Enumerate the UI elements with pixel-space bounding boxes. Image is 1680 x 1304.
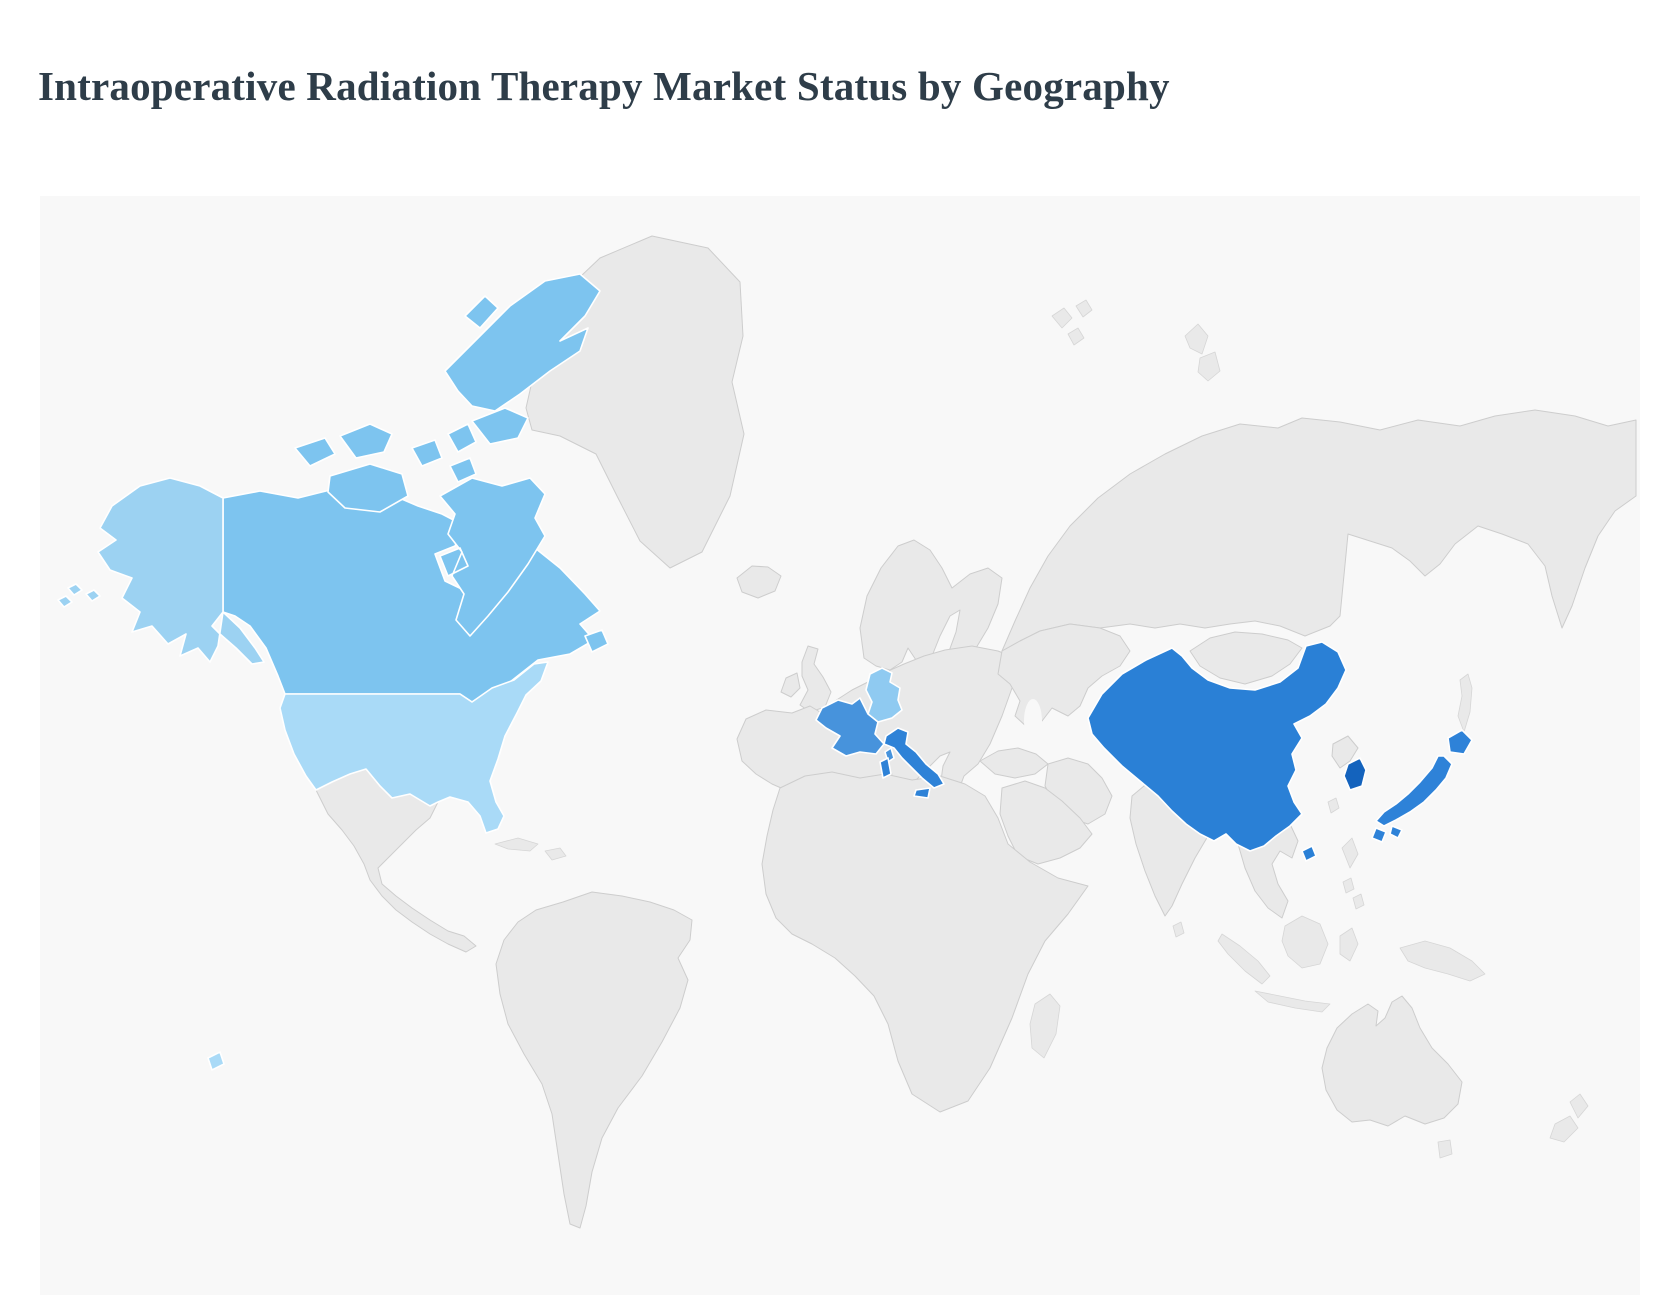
world-map-panel — [40, 196, 1640, 1295]
landmass-iceland[interactable] — [736, 565, 782, 599]
landmass-scandinavia[interactable] — [859, 539, 1003, 671]
island-java — [1254, 990, 1331, 1013]
country-north-korea[interactable] — [1331, 735, 1359, 769]
country-ireland[interactable] — [780, 672, 801, 698]
country-united-kingdom[interactable] — [799, 645, 832, 713]
island-madagascar — [1029, 993, 1061, 1059]
country-italy[interactable] — [879, 727, 945, 799]
island-borneo — [1281, 915, 1329, 969]
island-cuba — [494, 837, 539, 852]
country-china[interactable] — [1087, 641, 1347, 862]
country-usa-alaska[interactable] — [57, 477, 265, 665]
country-usa[interactable] — [207, 661, 549, 1071]
island-sakhalin — [1457, 673, 1473, 733]
country-mongolia[interactable] — [1189, 631, 1303, 685]
page-title: Intraoperative Radiation Therapy Market … — [38, 63, 1170, 109]
islands-svalbard — [1051, 299, 1093, 346]
islands-philippines — [1341, 837, 1365, 910]
island-hispaniola — [544, 847, 567, 861]
country-japan[interactable] — [1371, 729, 1473, 843]
landmass-south-america[interactable] — [495, 891, 693, 1229]
country-russia[interactable] — [1001, 409, 1637, 652]
country-germany[interactable] — [865, 667, 903, 723]
islands-novaya-zemlya — [1184, 323, 1221, 382]
country-canada-arctic-islands[interactable] — [294, 273, 609, 653]
country-new-zealand[interactable] — [1549, 1093, 1589, 1143]
region-arabia[interactable] — [999, 780, 1093, 865]
island-tasmania — [1437, 1139, 1453, 1159]
country-australia[interactable] — [1321, 995, 1463, 1127]
country-south-korea[interactable] — [1343, 757, 1367, 791]
island-sumatra — [1217, 933, 1271, 985]
country-sri-lanka — [1172, 921, 1185, 938]
world-map — [40, 196, 1640, 1295]
island-sulawesi — [1339, 927, 1359, 962]
island-taiwan — [1327, 797, 1340, 814]
caspian-sea — [1024, 699, 1042, 743]
island-new-guinea — [1399, 940, 1486, 982]
